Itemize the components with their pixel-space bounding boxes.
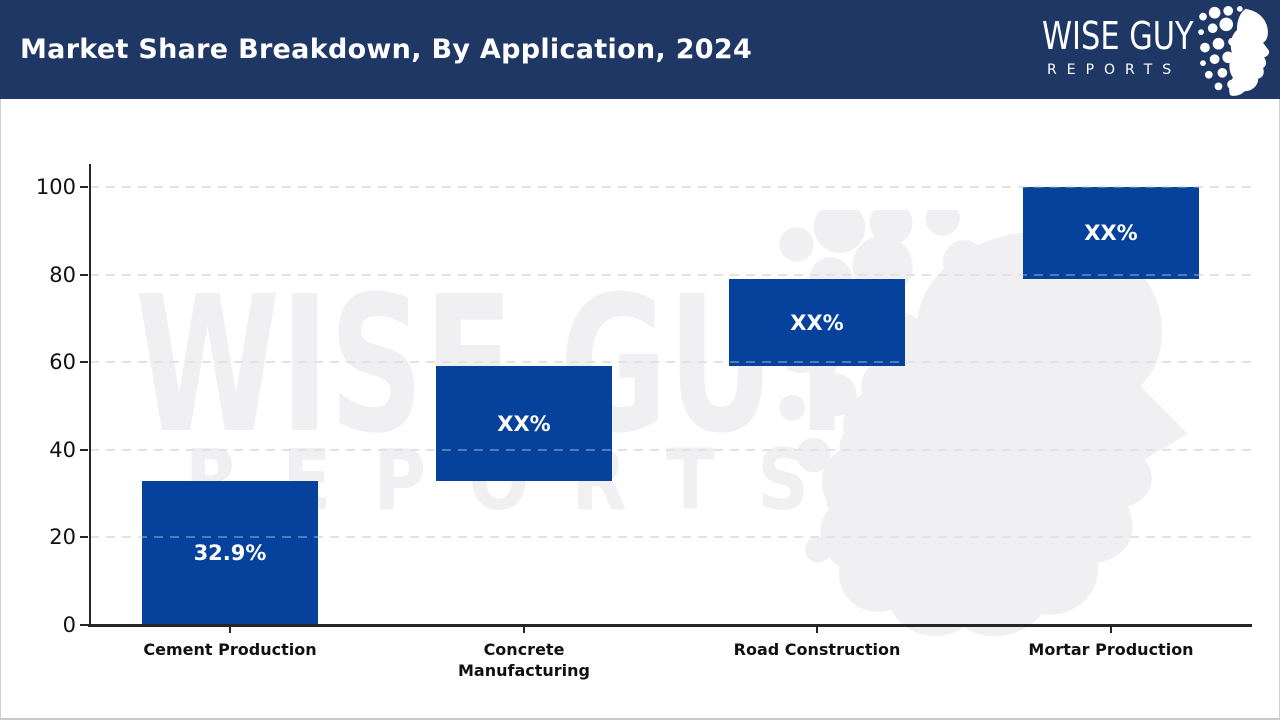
x-tickmark [229,627,231,633]
y-tickmark [80,448,88,451]
x-category-label: Mortar Production [1028,640,1194,659]
y-tickmark [80,186,88,188]
y-tick-label: 60 [49,350,76,375]
x-category-label: Concrete Manufacturing [458,640,590,680]
y-tick-label: 0 [62,613,76,637]
gridline [90,448,1252,451]
gridline [90,536,1252,539]
gridline [90,186,1252,188]
y-tick-label: 80 [49,262,76,287]
y-axis [89,164,91,627]
x-axis [88,624,1252,627]
y-tickmark [80,273,88,276]
y-tickmark [80,536,88,539]
page-title: Market Share Breakdown, By Application, … [20,34,753,65]
y-tick-label: 100 [35,175,76,199]
y-tick-label: 20 [49,525,76,550]
bar-road-construction: XX% [729,278,905,367]
x-tickmark [1110,627,1112,633]
gridline-overlay [90,361,1252,364]
brand-head-icon [1198,5,1270,96]
brand-wordmark: WISE GUY [1042,14,1194,58]
y-tickmark [80,361,88,364]
bar-value-label: 32.9% [193,540,267,565]
y-tickmark [80,624,88,626]
x-category-label: Road Construction [733,640,901,659]
bar-value-label: XX% [790,310,844,335]
gridline-overlay [90,448,1252,451]
bar-value-label: XX% [497,411,551,436]
x-tickmark [523,627,525,633]
brand-reports-label: REPORTS [1047,62,1182,78]
gridline-overlay [90,536,1252,539]
bar-mortar-production: XX% [1023,187,1199,279]
bar-cement-production: 32.9% [142,480,318,625]
header-bar: Market Share Breakdown, By Application, … [0,0,1280,99]
gridline [90,361,1252,364]
x-tickmark [816,627,818,633]
y-tick-label: 40 [49,437,76,462]
gridline-overlay [90,186,1252,188]
gridline [90,273,1252,276]
x-category-label: Cement Production [143,640,317,659]
bar-concrete-manufacturing: XX% [436,366,612,481]
gridline-overlay [90,273,1252,276]
bar-value-label: XX% [1084,220,1138,245]
